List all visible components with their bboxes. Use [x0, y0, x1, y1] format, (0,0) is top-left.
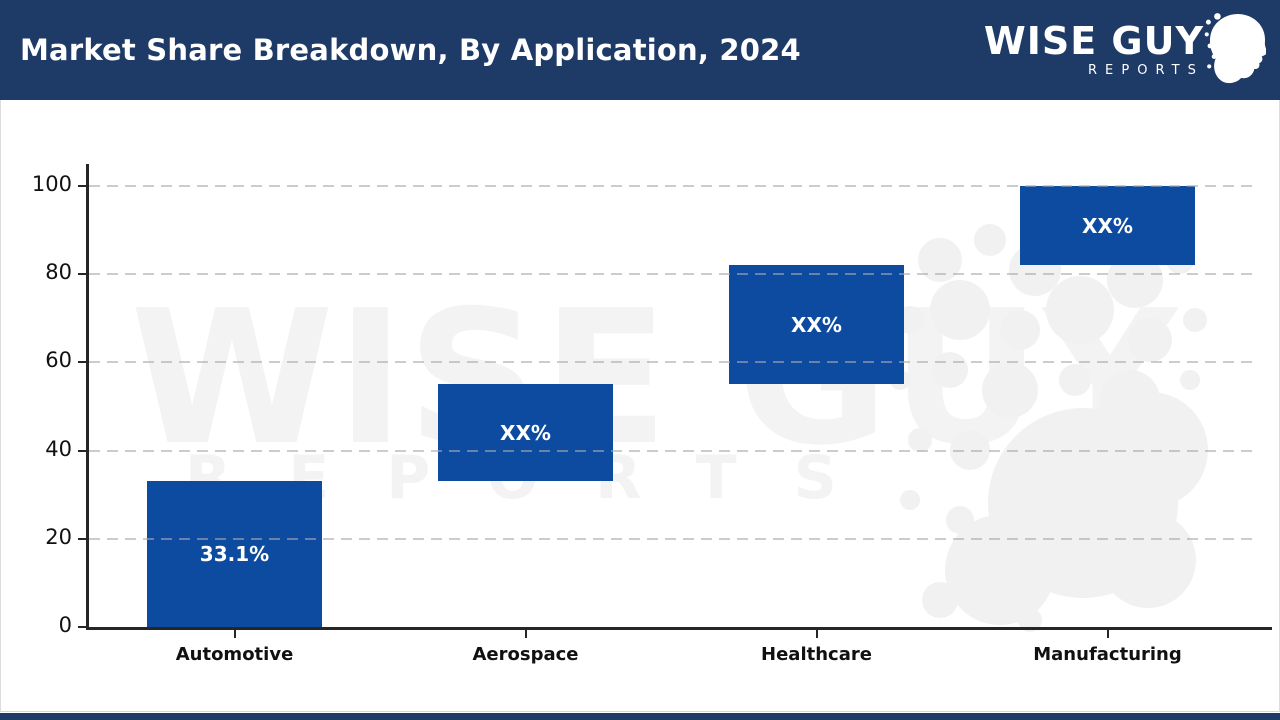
chart-area: WISE GUY REPORTS 33.1%XX%XX%XX% 02040608…	[0, 100, 1280, 713]
chart-title: Market Share Breakdown, By Application, …	[20, 33, 801, 67]
gridline-60	[89, 361, 1253, 364]
logo-text: WISE GUY REPORTS	[984, 22, 1204, 78]
y-tick-mark	[78, 185, 86, 188]
brand-logo: WISE GUY REPORTS	[984, 9, 1280, 91]
x-axis: Automotive Aerospace Healthcare Manufacturi…	[89, 630, 1253, 680]
bar-value-label: 33.1%	[199, 542, 270, 567]
x-tick-mark	[233, 630, 236, 638]
y-tick-label: 0	[58, 613, 72, 637]
gridline-100	[89, 185, 1253, 188]
bar-manufacturing: XX%	[1020, 186, 1195, 266]
logo-face-icon	[1204, 13, 1266, 84]
bar-value-label: XX%	[1082, 213, 1133, 238]
logo-subtitle: REPORTS	[1087, 63, 1204, 78]
x-tick-label-automotive: Automotive	[175, 644, 294, 665]
plot-area: 33.1% XX% XX% XX%	[89, 164, 1253, 627]
y-tick-mark	[78, 361, 86, 364]
y-axis: 0 20 40 60 80 100	[0, 164, 86, 636]
y-tick-mark	[78, 626, 86, 628]
bar-healthcare: XX%	[729, 265, 904, 385]
bar-aerospace: XX%	[438, 384, 613, 482]
x-tick-label-aerospace: Aerospace	[472, 644, 579, 665]
y-tick-label: 100	[31, 172, 72, 197]
y-tick-label: 80	[45, 260, 72, 285]
gridline-80	[89, 273, 1253, 276]
x-axis-spine	[86, 627, 1272, 630]
bar-automotive: 33.1%	[147, 481, 322, 627]
footer-bar	[0, 713, 1280, 720]
x-tick-mark	[1106, 630, 1109, 638]
gridline-20	[89, 537, 1253, 540]
y-tick-mark	[78, 273, 86, 276]
x-tick-mark	[524, 630, 527, 638]
x-tick-mark	[815, 630, 818, 638]
x-tick-label-manufacturing: Manufacturing	[1033, 644, 1182, 665]
header-bar: Market Share Breakdown, By Application, …	[0, 0, 1280, 100]
watermark-dots-head-icon	[890, 224, 1208, 632]
y-axis-spine	[86, 164, 89, 630]
y-tick-label: 20	[45, 524, 72, 549]
x-tick-label-healthcare: Healthcare	[761, 644, 872, 665]
logo-wordmark: WISE GUY	[983, 19, 1204, 63]
bar-value-label: XX%	[500, 420, 551, 445]
bar-value-label: XX%	[791, 312, 842, 337]
y-tick-label: 40	[45, 436, 72, 461]
y-tick-mark	[78, 537, 86, 540]
y-tick-mark	[78, 449, 86, 452]
gridline-40	[89, 449, 1253, 452]
y-tick-label: 60	[45, 348, 72, 373]
